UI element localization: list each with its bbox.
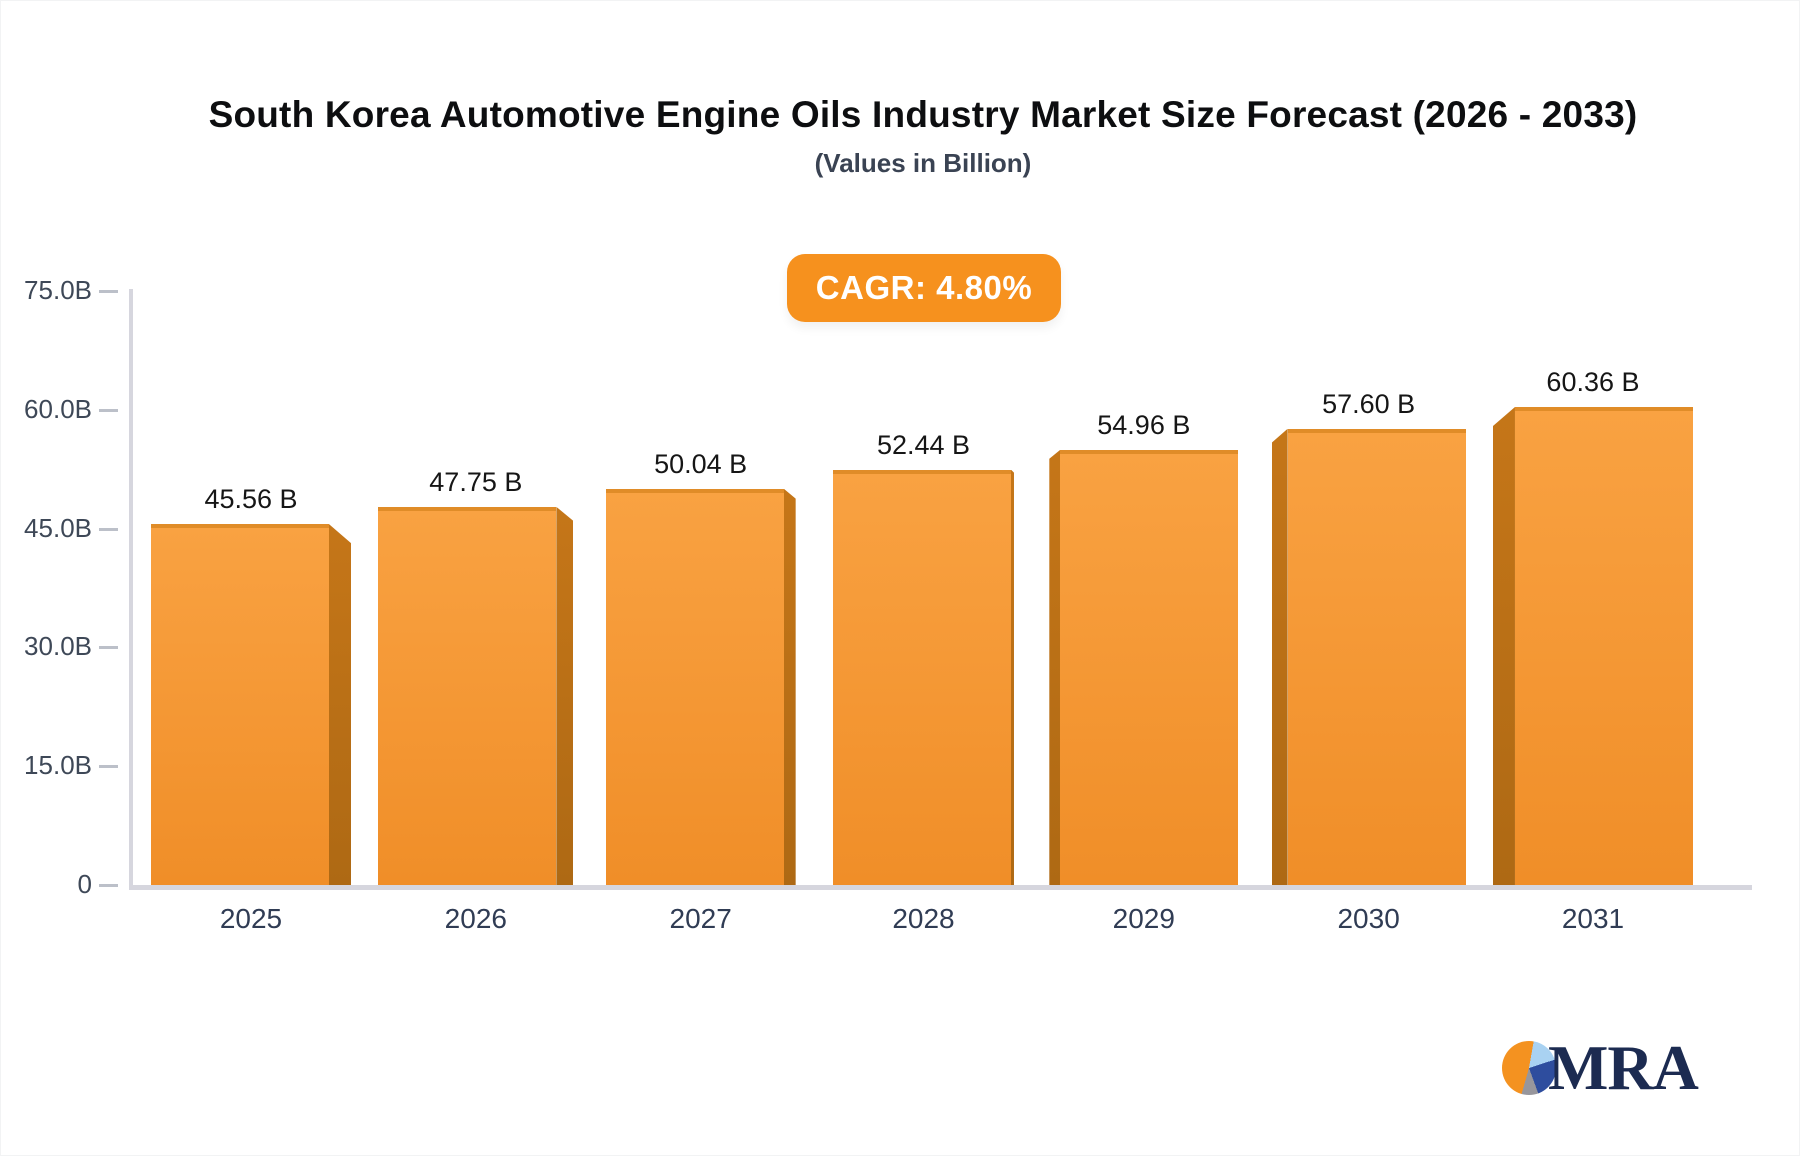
x-axis-label: 2025: [219, 903, 283, 934]
y-axis-tick-label: 0: [77, 869, 92, 899]
bar-top-edge: [1287, 428, 1466, 433]
bar-side-panel: [556, 506, 574, 885]
y-axis-tick-label: 75.0B: [24, 275, 92, 305]
y-axis-tick-mark: [99, 527, 118, 531]
mra-logo-pie-icon: [1502, 1041, 1556, 1095]
x-axis-label: 2031: [1561, 903, 1625, 934]
x-axis-label: 2026: [444, 903, 507, 934]
chart-subtitle: (Values in Billion): [814, 148, 1032, 178]
bar-top-edge: [1060, 449, 1239, 454]
x-axis-label: 2029: [1112, 903, 1175, 934]
y-axis-line: [129, 289, 133, 890]
cagr-badge: CAGR: 4.80%: [787, 254, 1061, 322]
bar: [378, 506, 557, 885]
bar: [151, 524, 329, 885]
bar-top-edge: [605, 488, 784, 493]
bar-side-panel: [1049, 449, 1061, 885]
bar-value-label: 47.75 B: [429, 466, 523, 497]
y-axis-tick-mark: [99, 646, 118, 650]
bar-side-panel: [1010, 469, 1014, 885]
x-axis-label: 2030: [1337, 903, 1400, 934]
mra-logo: MRA: [1502, 1032, 1699, 1103]
bar-top-edge: [378, 506, 557, 511]
x-axis-line: [129, 885, 1752, 890]
bar-value-label: 45.56 B: [204, 484, 298, 515]
bar-value-label: 57.60 B: [1322, 388, 1416, 419]
bar-side-panel: [329, 524, 351, 885]
bar-side-panel: [1271, 428, 1288, 885]
bar-value-label: 54.96 B: [1097, 409, 1191, 440]
bar: [832, 469, 1011, 885]
bar-value-label: 50.04 B: [654, 448, 748, 479]
y-axis-tick-label: 60.0B: [24, 393, 92, 424]
bar-top-edge: [832, 469, 1011, 474]
mra-logo-text: MRA: [1548, 1032, 1699, 1103]
chart-title: South Korea Automotive Engine Oils Indus…: [208, 94, 1638, 135]
bar-side-panel: [783, 488, 796, 885]
y-axis-tick-mark: [99, 408, 118, 412]
y-axis-tick-mark: [99, 290, 118, 293]
y-axis-tick-mark: [99, 765, 118, 769]
bar: [605, 488, 784, 885]
bar: [1514, 406, 1693, 885]
y-axis-tick-label: 15.0B: [24, 750, 92, 781]
bar: [1287, 428, 1466, 885]
bar: [1060, 449, 1239, 885]
bar-top-edge: [151, 524, 329, 529]
bar-top-edge: [1514, 406, 1693, 411]
y-axis-tick-mark: [99, 884, 118, 887]
y-axis-tick-label: 45.0B: [24, 512, 92, 543]
x-axis-label: 2027: [669, 903, 732, 934]
x-axis-label: 2028: [892, 903, 955, 934]
bar-side-panel: [1492, 406, 1515, 885]
y-axis-tick-label: 30.0B: [24, 631, 92, 662]
bar-value-label: 52.44 B: [876, 429, 971, 460]
bar-value-label: 60.36 B: [1546, 366, 1640, 397]
